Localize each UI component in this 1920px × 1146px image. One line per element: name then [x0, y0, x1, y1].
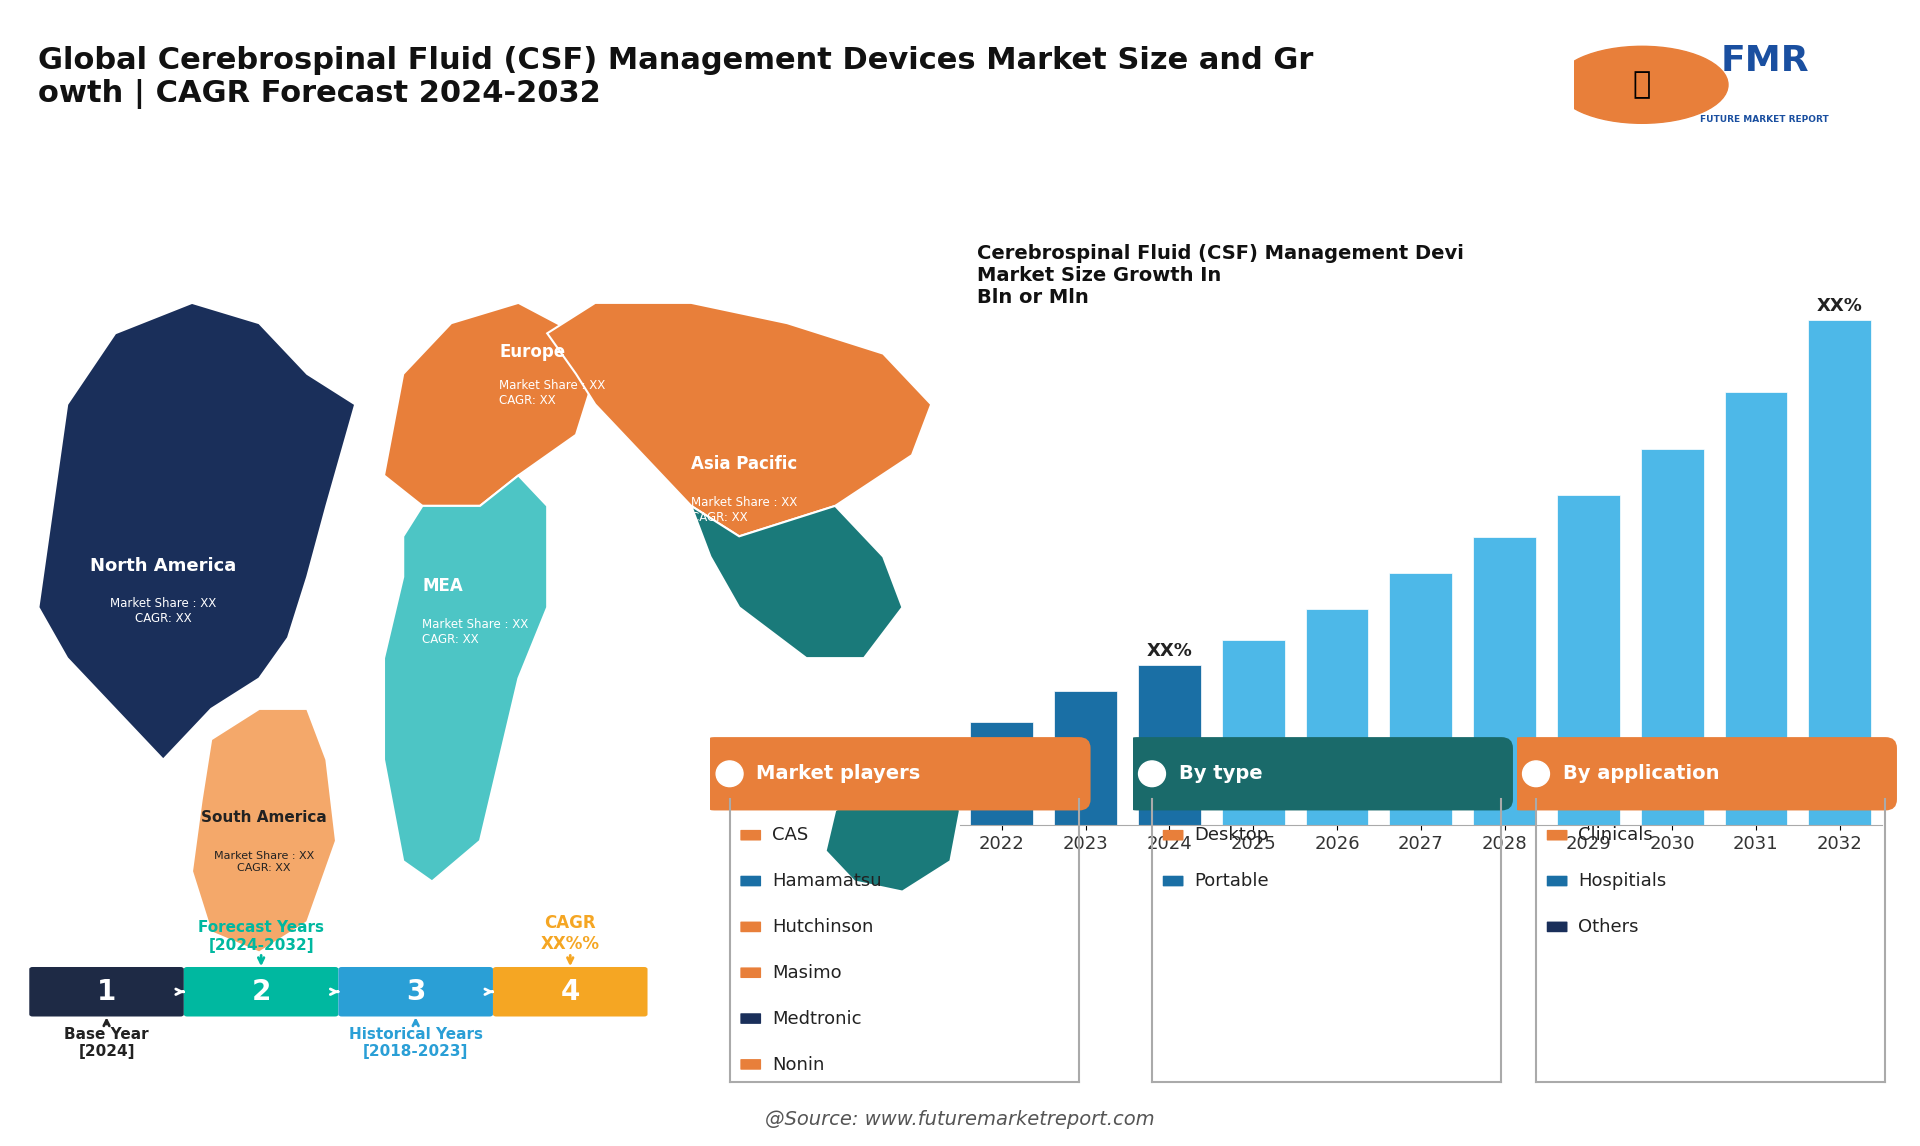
FancyBboxPatch shape — [741, 921, 760, 932]
FancyBboxPatch shape — [1164, 830, 1183, 840]
Text: Masimo: Masimo — [772, 964, 841, 982]
FancyBboxPatch shape — [338, 967, 493, 1017]
Text: 4: 4 — [561, 978, 580, 1006]
Text: FUTURE MARKET REPORT: FUTURE MARKET REPORT — [1701, 115, 1830, 124]
FancyBboxPatch shape — [493, 967, 647, 1017]
Polygon shape — [547, 303, 931, 536]
FancyBboxPatch shape — [1125, 737, 1513, 810]
FancyBboxPatch shape — [1548, 830, 1567, 840]
Circle shape — [1139, 761, 1165, 786]
Text: Clinicals: Clinicals — [1578, 826, 1653, 845]
Bar — [1390, 573, 1452, 825]
Bar — [970, 722, 1033, 825]
Text: Others: Others — [1578, 918, 1640, 936]
Bar — [1139, 666, 1200, 825]
Text: Asia Pacific: Asia Pacific — [691, 455, 797, 473]
Circle shape — [1555, 46, 1728, 124]
Text: North America: North America — [90, 557, 236, 574]
Text: XX%: XX% — [1816, 297, 1862, 315]
Text: Hutchinson: Hutchinson — [772, 918, 874, 936]
Text: Market Share : XX
CAGR: XX: Market Share : XX CAGR: XX — [213, 851, 315, 872]
FancyBboxPatch shape — [1509, 737, 1897, 810]
FancyBboxPatch shape — [1548, 921, 1567, 932]
Text: Medtronic: Medtronic — [772, 1010, 862, 1028]
Text: South America: South America — [202, 810, 326, 825]
Circle shape — [716, 761, 743, 786]
FancyBboxPatch shape — [741, 1059, 760, 1069]
Text: 3: 3 — [405, 978, 426, 1006]
Text: CAGR
XX%%: CAGR XX%% — [541, 913, 599, 952]
Text: Market Share : XX
CAGR: XX: Market Share : XX CAGR: XX — [109, 597, 217, 626]
Bar — [1809, 320, 1872, 825]
Polygon shape — [691, 505, 902, 658]
Text: Market Share : XX
CAGR: XX: Market Share : XX CAGR: XX — [499, 379, 605, 407]
Text: Historical Years
[2018-2023]: Historical Years [2018-2023] — [349, 1027, 482, 1059]
FancyBboxPatch shape — [1164, 876, 1183, 886]
Circle shape — [1523, 761, 1549, 786]
FancyBboxPatch shape — [184, 967, 338, 1017]
FancyBboxPatch shape — [1548, 876, 1567, 886]
FancyBboxPatch shape — [29, 967, 184, 1017]
Text: Hospitials: Hospitials — [1578, 872, 1667, 890]
Text: @Source: www.futuremarketreport.com: @Source: www.futuremarketreport.com — [766, 1109, 1154, 1129]
Bar — [1054, 691, 1117, 825]
Bar — [1221, 639, 1284, 825]
Text: Nonin: Nonin — [772, 1055, 824, 1074]
Text: Global Cerebrospinal Fluid (CSF) Management Devices Market Size and Gr
owth | CA: Global Cerebrospinal Fluid (CSF) Managem… — [38, 46, 1313, 109]
Text: 🔭: 🔭 — [1632, 70, 1651, 100]
Text: Market players: Market players — [756, 764, 922, 783]
Bar — [1306, 609, 1369, 825]
Text: Market Share : XX
CAGR: XX: Market Share : XX CAGR: XX — [691, 496, 797, 524]
Text: Base Year
[2024]: Base Year [2024] — [63, 1027, 150, 1059]
Bar — [1642, 449, 1703, 825]
Text: 1: 1 — [96, 978, 117, 1006]
Polygon shape — [384, 303, 595, 505]
Text: Europe: Europe — [499, 344, 564, 361]
Text: Portable: Portable — [1194, 872, 1269, 890]
FancyBboxPatch shape — [703, 737, 1091, 810]
FancyBboxPatch shape — [741, 876, 760, 886]
Polygon shape — [384, 476, 547, 881]
Text: XX%: XX% — [1146, 642, 1192, 660]
Bar — [1473, 536, 1536, 825]
Polygon shape — [826, 780, 960, 892]
FancyBboxPatch shape — [741, 967, 760, 978]
Text: FMR: FMR — [1720, 45, 1809, 78]
Text: Market Share : XX
CAGR: XX: Market Share : XX CAGR: XX — [422, 618, 528, 645]
Text: By application: By application — [1563, 764, 1720, 783]
Text: CAS: CAS — [772, 826, 808, 845]
Text: MEA: MEA — [422, 576, 463, 595]
Text: 2: 2 — [252, 978, 271, 1006]
Polygon shape — [38, 303, 355, 760]
Bar — [1724, 392, 1788, 825]
FancyBboxPatch shape — [741, 830, 760, 840]
Polygon shape — [192, 709, 336, 952]
Text: Desktop: Desktop — [1194, 826, 1269, 845]
Text: Hamamatsu: Hamamatsu — [772, 872, 881, 890]
Bar — [1557, 495, 1620, 825]
FancyBboxPatch shape — [741, 1013, 760, 1023]
Text: Cerebrospinal Fluid (CSF) Management Devi
Market Size Growth In
Bln or Mln: Cerebrospinal Fluid (CSF) Management Dev… — [977, 244, 1463, 307]
Text: By type: By type — [1179, 764, 1263, 783]
Text: Forecast Years
[2024-2032]: Forecast Years [2024-2032] — [198, 920, 324, 952]
